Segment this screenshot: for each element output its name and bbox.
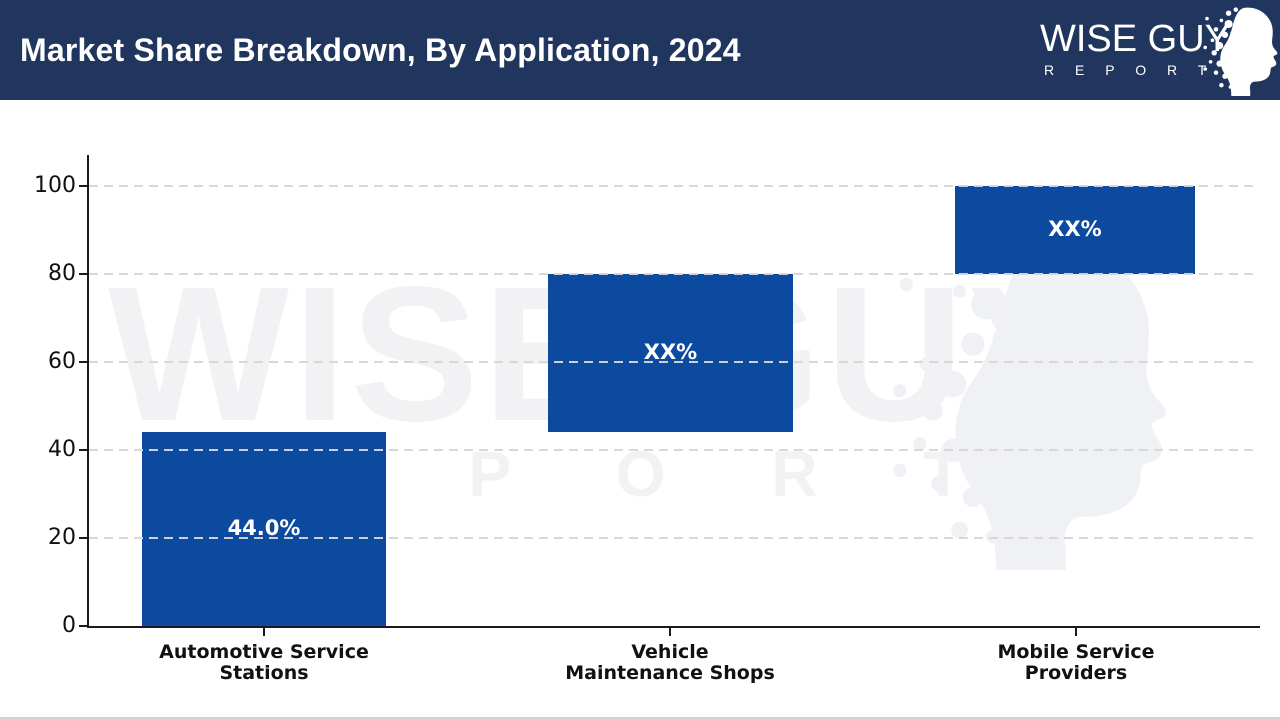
x-tick-mark: [263, 628, 265, 636]
y-tick-label: 20: [48, 525, 76, 550]
header-banner: Market Share Breakdown, By Application, …: [0, 0, 1280, 100]
bar-value-label: XX%: [1048, 216, 1102, 241]
y-tick-mark: [79, 625, 87, 627]
y-tick-label: 40: [48, 437, 76, 462]
x-tick-mark: [669, 628, 671, 636]
category-label-3: Mobile Service Providers: [997, 641, 1155, 684]
gridline-80: [89, 273, 1258, 275]
x-axis-line: [87, 626, 1260, 628]
y-tick-label: 0: [62, 613, 76, 638]
wiseguy-logo: WISE GUY R E P O R T S: [1040, 7, 1278, 96]
gridline-40: [89, 449, 1258, 451]
chart-area: WISE GUY R E P O R T S 44.0% XX% XX% 0 20 40…: [0, 100, 1280, 717]
y-tick-mark: [79, 537, 87, 539]
bar-1: 44.0%: [142, 432, 386, 626]
bar-3: XX%: [955, 186, 1195, 274]
watermark-head-icon: [893, 242, 1166, 570]
category-label-2: Vehicle Maintenance Shops: [565, 641, 775, 684]
y-tick-label: 100: [34, 173, 76, 198]
gridline-100: [89, 185, 1258, 187]
logo-wordmark: WISE GUY: [1040, 18, 1231, 60]
bottom-divider: [0, 717, 1280, 720]
bar-value-label: XX%: [643, 339, 698, 364]
y-axis-line: [87, 155, 89, 628]
bar-2: XX%: [548, 274, 793, 433]
bar-value-label: 44.0%: [227, 515, 301, 540]
gridline-20: [89, 537, 1258, 539]
y-tick-mark: [79, 361, 87, 363]
y-tick-mark: [79, 273, 87, 275]
y-tick-label: 60: [48, 349, 76, 374]
y-tick-label: 80: [48, 261, 76, 286]
x-tick-mark: [1075, 628, 1077, 636]
category-label-1: Automotive Service Stations: [159, 641, 369, 684]
y-tick-mark: [79, 185, 87, 187]
page-title: Market Share Breakdown, By Application, …: [20, 31, 741, 68]
wiseguy-head-icon: [1203, 7, 1278, 96]
gridline-60: [89, 361, 1258, 363]
logo-subtext: R E P O R T S: [1044, 62, 1245, 78]
y-tick-mark: [79, 449, 87, 451]
